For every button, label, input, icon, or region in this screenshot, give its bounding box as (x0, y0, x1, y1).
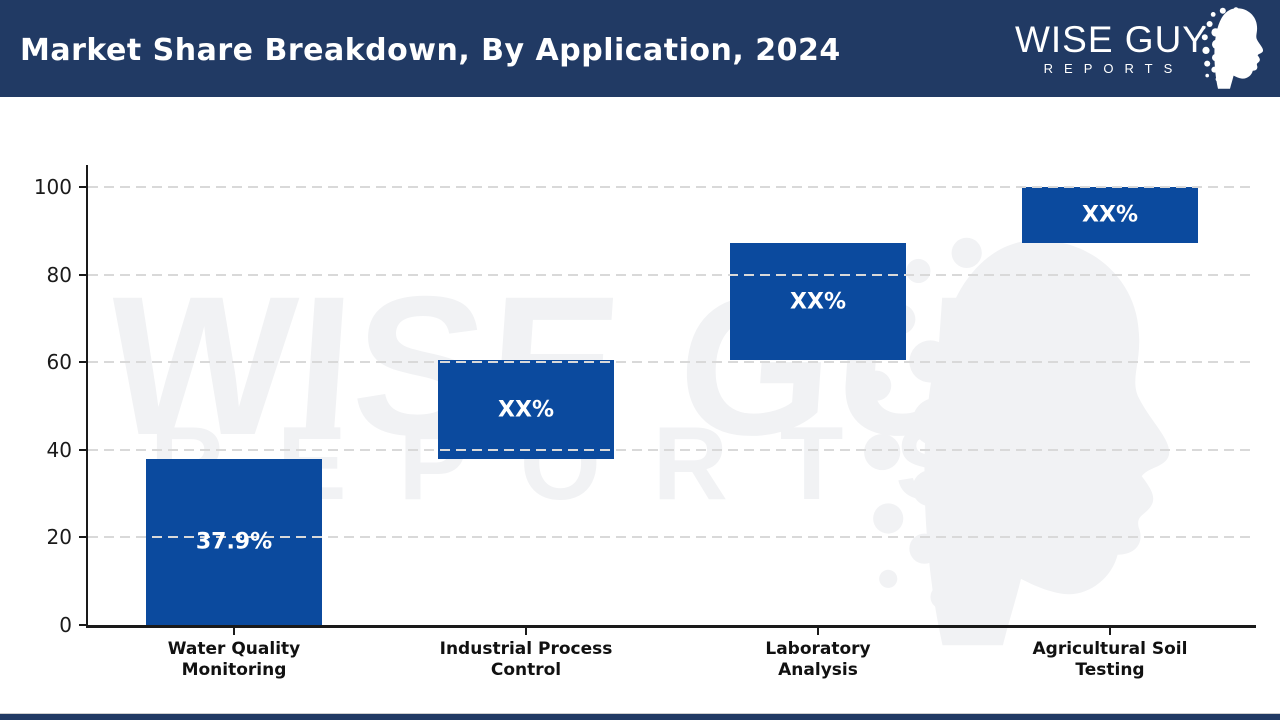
y-tick-label: 60 (46, 350, 72, 375)
y-tick-mark (79, 536, 87, 539)
footer-divider (0, 713, 1280, 714)
y-axis-line (86, 165, 88, 627)
page-title: Market Share Breakdown, By Application, … (20, 33, 841, 68)
brand-face-icon (1201, 7, 1264, 89)
gridline (88, 448, 1256, 451)
y-tick-label: 100 (33, 175, 72, 199)
y-tick-label: 40 (46, 437, 72, 462)
x-tick-mark (817, 627, 819, 635)
x-axis-line (86, 625, 1256, 628)
brand-logo-text: WISE GUY REPORTS (1014, 18, 1208, 76)
gridline (88, 536, 1256, 539)
bar-value-label: 37.9% (195, 529, 273, 555)
bar-segment (146, 458, 322, 625)
bar-segment (438, 360, 614, 459)
brand-logo: WISE GUY REPORTS (1015, 6, 1272, 90)
y-tick-label: 20 (46, 525, 72, 550)
x-category-label: Agricultural Soil Testing (1032, 639, 1188, 680)
bar-value-label: XX% (1082, 202, 1138, 228)
gridline (88, 361, 1256, 364)
x-tick-mark (1109, 627, 1111, 635)
header-bar: Market Share Breakdown, By Application, … (0, 0, 1280, 97)
x-category-label: Industrial Process Control (439, 639, 613, 680)
y-tick-mark (79, 361, 87, 364)
y-tick-mark (79, 273, 87, 276)
bar-value-label: XX% (498, 397, 554, 422)
brand-wordmark: WISE GUY (1014, 18, 1208, 60)
y-tick-label: 0 (59, 613, 72, 637)
y-tick-mark (79, 186, 87, 188)
x-tick-mark (233, 627, 235, 635)
waterfall-chart: 37.9% XX% XX% XX% 0 20 40 60 80 100 Water Quality … (0, 97, 1280, 714)
y-tick-mark (79, 624, 87, 626)
bar-segment (1022, 187, 1198, 244)
gridline (88, 186, 1256, 188)
x-tick-mark (525, 627, 527, 635)
footer-bar (0, 714, 1280, 720)
bar-segment (730, 243, 906, 360)
brand-reports-text: REPORTS (1043, 60, 1184, 76)
watermark-face-logo-icon (861, 234, 1170, 646)
y-tick-label: 80 (46, 262, 72, 287)
x-category-label: Water Quality Monitoring (167, 639, 301, 680)
x-category-label: Laboratory Analysis (765, 639, 871, 680)
gridline (88, 273, 1256, 276)
y-tick-mark (79, 448, 87, 451)
bar-value-label: XX% (790, 289, 846, 315)
